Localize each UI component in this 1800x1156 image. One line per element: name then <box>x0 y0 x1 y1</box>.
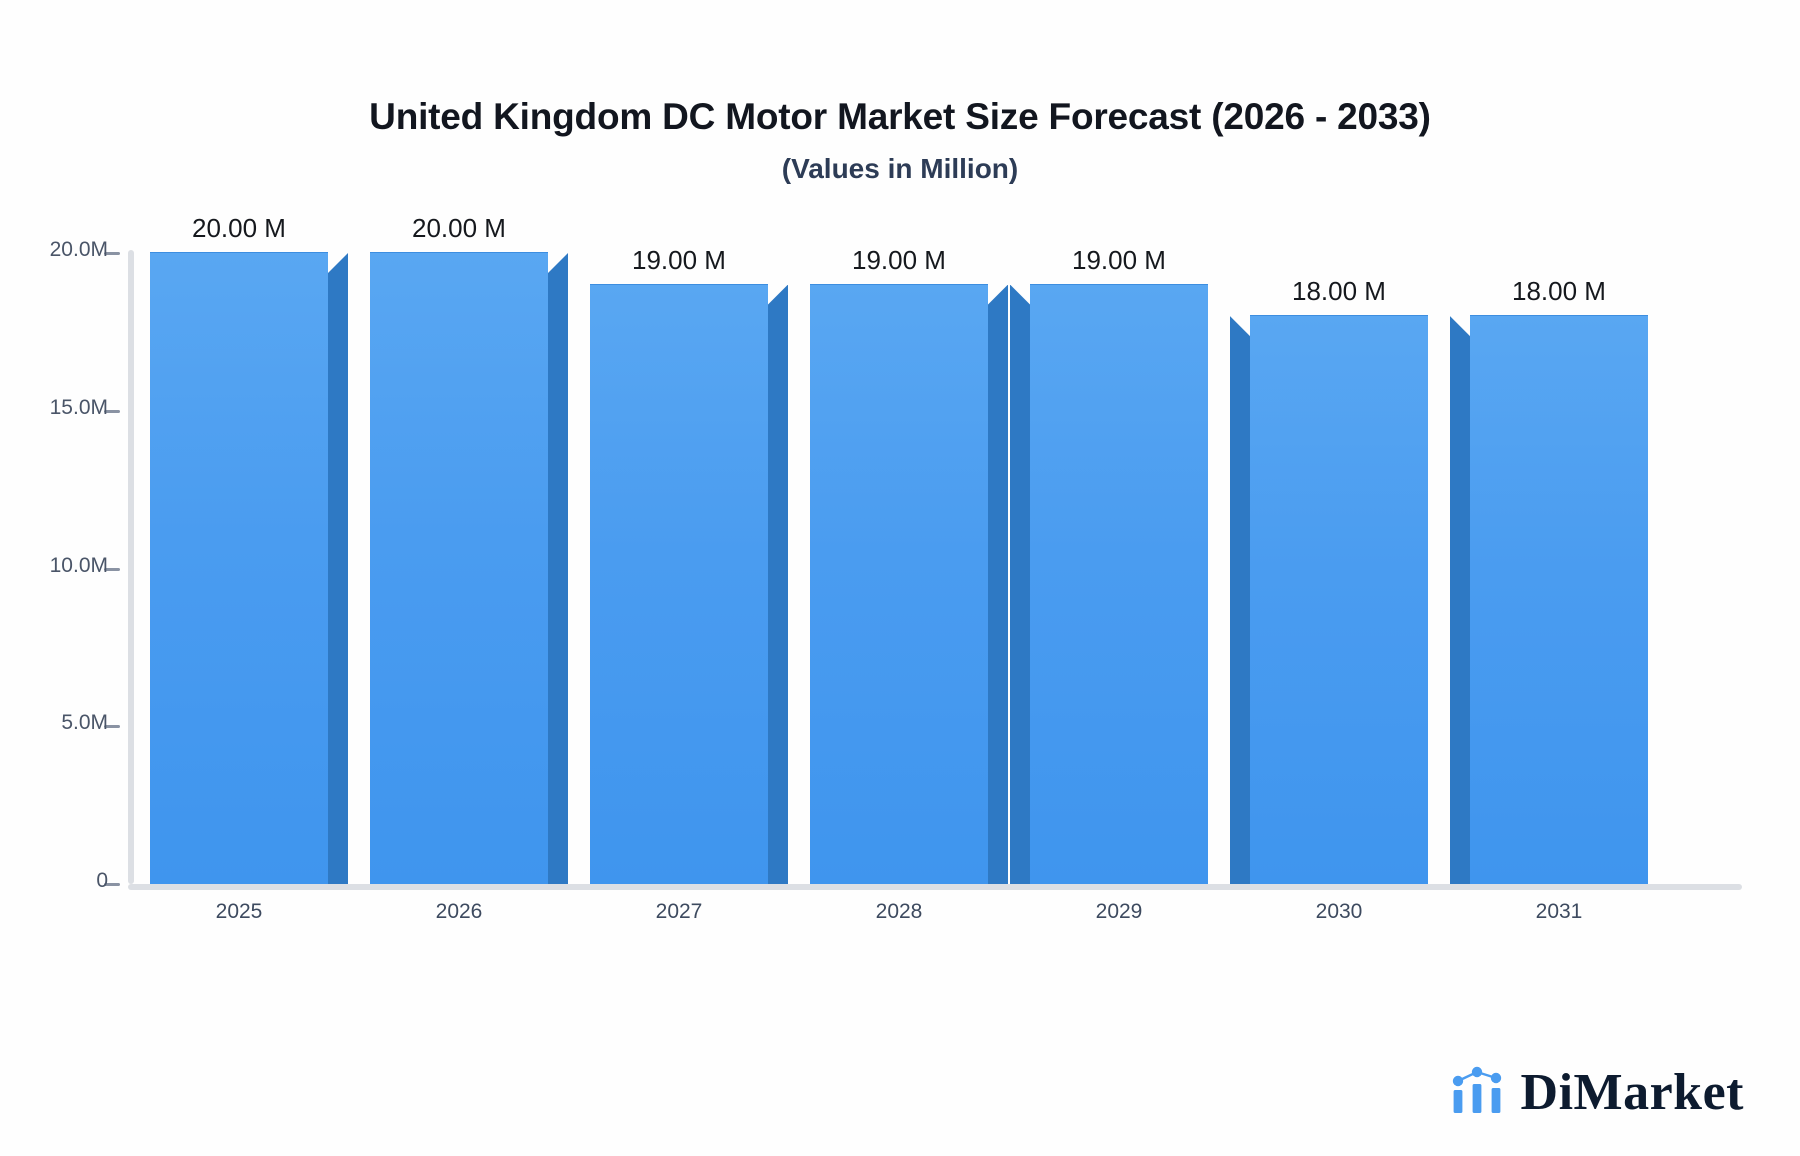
y-axis-tick-label: 5.0M <box>61 711 108 735</box>
y-axis-tick-label: 10.0M <box>49 553 108 577</box>
bar-chart-icon <box>1451 1065 1509 1120</box>
y-axis-tick <box>104 409 120 413</box>
x-axis-tick-label: 2028 <box>875 900 923 923</box>
bar-2030[interactable]: 18.00 M <box>1230 276 1428 884</box>
logo-text: DiMarket <box>1520 1063 1744 1121</box>
x-axis-tick-label: 2025 <box>215 900 263 923</box>
x-axis-tick-label: 2030 <box>1315 900 1363 923</box>
bar-side-face <box>1230 316 1250 884</box>
bar-side-face <box>328 253 348 884</box>
dimarket-logo: DiMarket <box>1451 1065 1744 1120</box>
y-axis-tick <box>104 883 120 886</box>
y-axis-tick-label: 20.0M <box>49 238 108 261</box>
x-axis-tick-label: 2031 <box>1535 900 1583 923</box>
x-axis-tick-label: 2029 <box>1095 900 1143 923</box>
bar-2026[interactable]: 20.00 M <box>370 213 568 884</box>
x-axis-tick-label: 2027 <box>655 900 703 923</box>
y-axis-tick <box>104 725 120 729</box>
bar-value-label: 20.00 M <box>412 213 506 243</box>
bar-value-label: 19.00 M <box>852 244 946 275</box>
bar-side-face <box>768 284 788 884</box>
bar-2025[interactable]: 20.00 M <box>150 213 348 884</box>
chart-title: United Kingdom DC Motor Market Size Fore… <box>369 96 1431 137</box>
x-axis-tick-label: 2026 <box>435 900 483 923</box>
bar-value-label: 18.00 M <box>1512 276 1606 307</box>
bar-front-face <box>1250 315 1428 884</box>
bar-side-face <box>548 253 568 884</box>
y-axis-tick <box>104 252 120 255</box>
title-block: United Kingdom DC Motor Market Size Fore… <box>0 96 1800 185</box>
x-axis-line <box>128 884 1742 890</box>
bar-2027[interactable]: 19.00 M <box>590 245 788 884</box>
y-axis-tick <box>104 567 120 571</box>
bar-2028[interactable]: 19.00 M <box>810 245 1008 884</box>
y-axis-tick-label: 15.0M <box>49 395 108 419</box>
bar-value-label: 18.00 M <box>1292 276 1386 307</box>
bar-value-label: 19.00 M <box>632 244 726 275</box>
bar-2029[interactable]: 19.00 M <box>1010 245 1208 884</box>
bar-front-face <box>1470 315 1648 884</box>
bar-front-face <box>590 283 768 884</box>
bar-value-label: 20.00 M <box>192 213 286 243</box>
chart-subtitle: (Values in Million) <box>781 152 1019 184</box>
bar-front-face <box>150 252 328 884</box>
bar-side-face <box>1010 284 1030 884</box>
bar-front-face <box>370 252 548 884</box>
bar-value-label: 19.00 M <box>1072 244 1166 275</box>
y-axis-tick-label: 0 <box>96 869 108 892</box>
bar-2031[interactable]: 18.00 M <box>1450 276 1648 884</box>
y-axis-line <box>128 250 134 884</box>
bar-side-face <box>988 284 1008 884</box>
bar-side-face <box>1450 316 1470 884</box>
bar-front-face <box>810 283 988 884</box>
bar-front-face <box>1030 283 1208 884</box>
